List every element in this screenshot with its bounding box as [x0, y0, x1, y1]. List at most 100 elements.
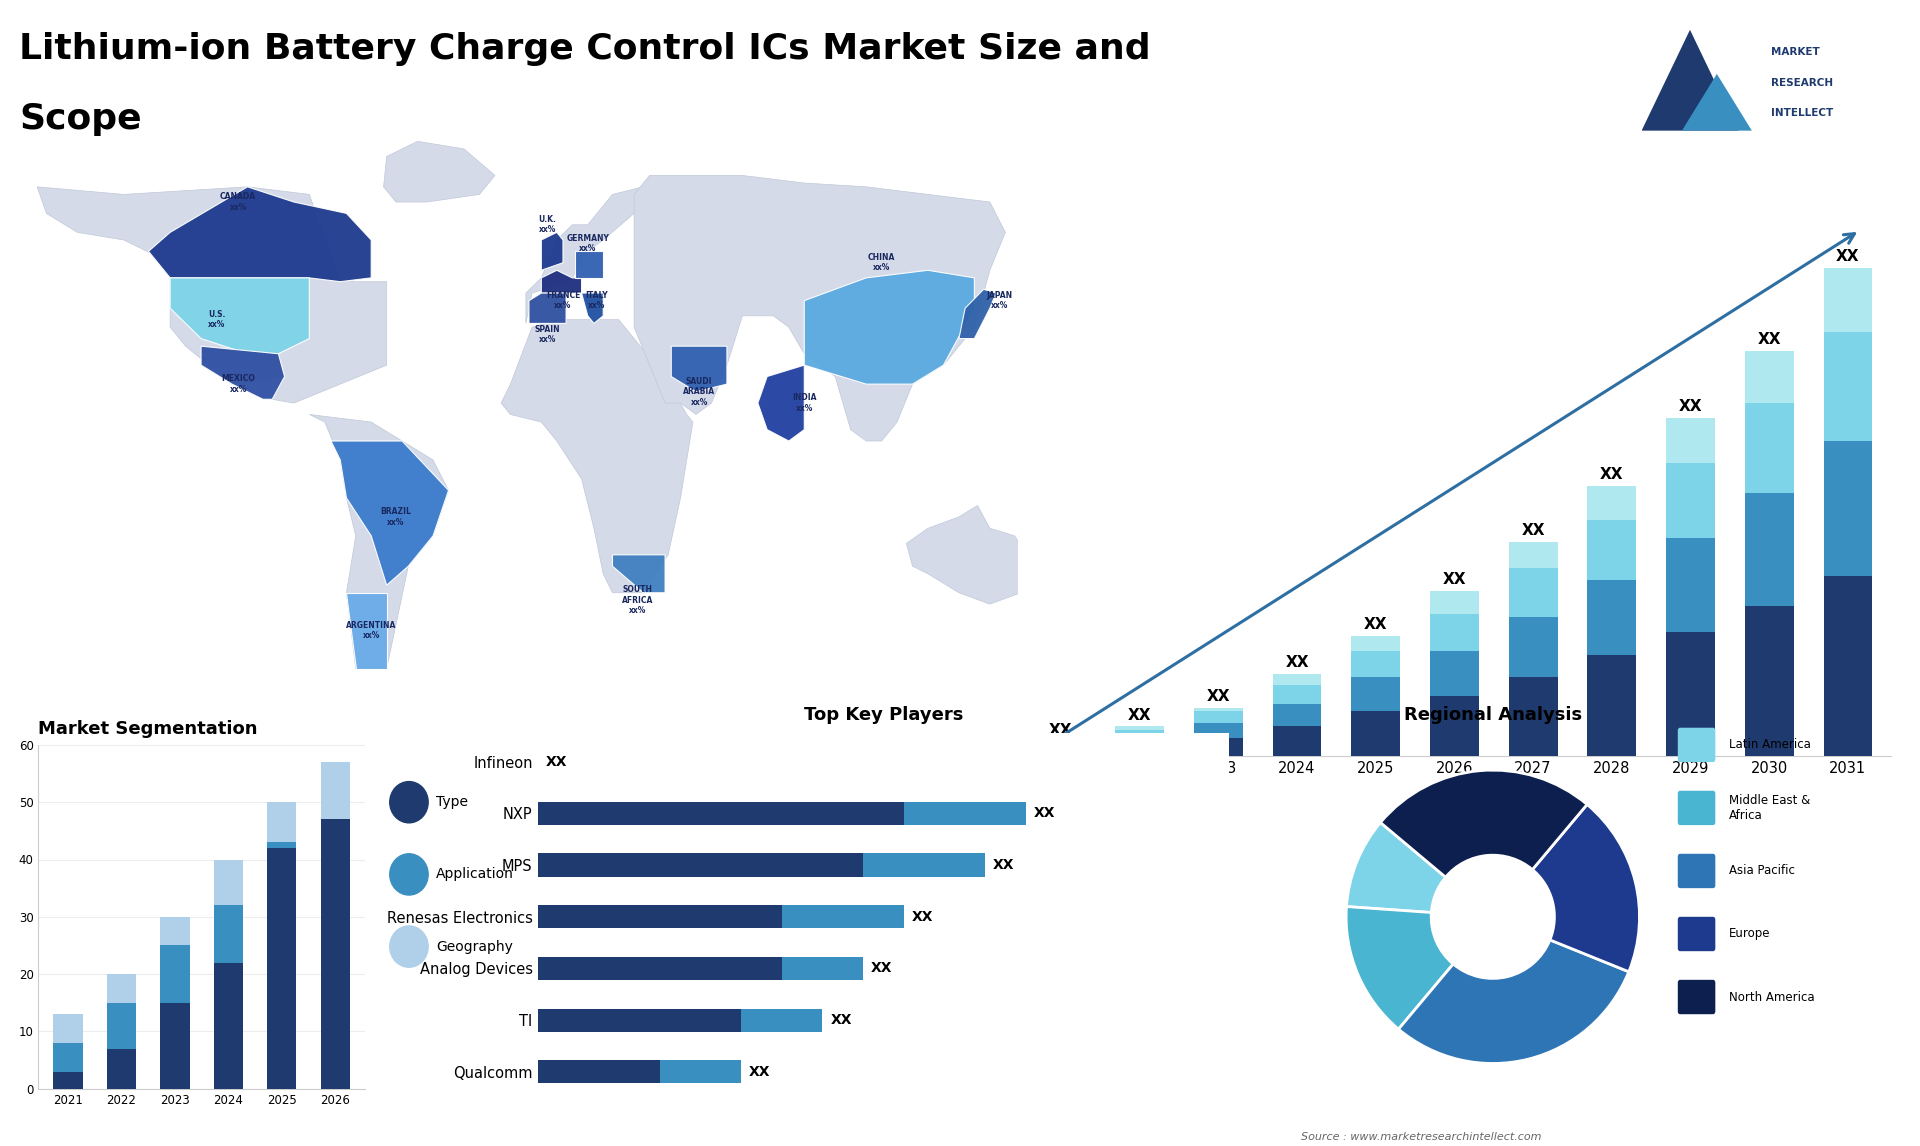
Text: SOUTH
AFRICA
xx%: SOUTH AFRICA xx% — [622, 586, 653, 615]
Polygon shape — [576, 251, 603, 277]
Bar — [1037, 745, 1085, 748]
Bar — [1273, 704, 1321, 727]
Bar — [159, 945, 190, 1003]
Polygon shape — [330, 441, 449, 586]
Bar — [1667, 418, 1715, 463]
Bar — [1352, 651, 1400, 677]
Text: MEXICO
xx%: MEXICO xx% — [221, 375, 255, 394]
Polygon shape — [501, 320, 693, 592]
Bar — [1667, 539, 1715, 633]
Text: Latin America: Latin America — [1728, 738, 1811, 752]
Bar — [1430, 613, 1478, 651]
Text: FRANCE
xx%: FRANCE xx% — [545, 291, 580, 311]
Polygon shape — [906, 505, 1027, 604]
Bar — [1824, 576, 1872, 756]
Text: Lithium-ion Battery Charge Control ICs Market Size and: Lithium-ion Battery Charge Control ICs M… — [19, 32, 1150, 66]
Bar — [108, 1003, 136, 1049]
Bar — [1509, 542, 1557, 568]
Text: XX: XX — [829, 1013, 852, 1027]
Text: XX: XX — [1599, 468, 1624, 482]
Text: XX: XX — [1127, 707, 1152, 722]
Text: U.K.
xx%: U.K. xx% — [540, 215, 557, 235]
Text: XX: XX — [1442, 572, 1467, 587]
Polygon shape — [528, 293, 566, 323]
Text: XX: XX — [1757, 332, 1782, 347]
FancyBboxPatch shape — [1678, 980, 1715, 1014]
Text: MARKET: MARKET — [1770, 47, 1820, 57]
Polygon shape — [612, 555, 664, 592]
FancyBboxPatch shape — [1678, 791, 1715, 825]
Bar — [267, 802, 296, 842]
FancyBboxPatch shape — [1678, 917, 1715, 951]
Text: XX: XX — [1048, 723, 1073, 738]
Polygon shape — [309, 415, 449, 668]
Bar — [1509, 568, 1557, 618]
Text: XX: XX — [545, 755, 566, 769]
Polygon shape — [758, 366, 804, 441]
Polygon shape — [526, 187, 649, 323]
Bar — [1588, 519, 1636, 580]
Text: Source : www.marketresearchintellect.com: Source : www.marketresearchintellect.com — [1300, 1132, 1542, 1143]
Text: XX: XX — [1521, 524, 1546, 539]
Text: XX: XX — [912, 910, 933, 924]
Bar — [1430, 697, 1478, 756]
Text: U.S.
xx%: U.S. xx% — [207, 309, 225, 329]
Bar — [538, 957, 781, 980]
Bar — [1509, 677, 1557, 756]
Text: GERMANY
xx%: GERMANY xx% — [566, 234, 609, 253]
Polygon shape — [1642, 30, 1738, 131]
Bar — [904, 802, 1025, 825]
Bar — [1352, 712, 1400, 756]
Text: Geography: Geography — [436, 940, 513, 953]
Bar — [1116, 745, 1164, 756]
Bar — [1273, 727, 1321, 756]
Text: XX: XX — [1206, 689, 1231, 704]
Text: CANADA
xx%: CANADA xx% — [221, 193, 255, 212]
Bar — [1194, 738, 1242, 756]
Bar — [781, 957, 862, 980]
Bar — [1588, 580, 1636, 654]
Polygon shape — [148, 187, 371, 282]
Text: SPAIN
xx%: SPAIN xx% — [534, 325, 561, 345]
Circle shape — [1430, 855, 1555, 979]
Polygon shape — [1682, 73, 1751, 131]
Bar — [1037, 748, 1085, 756]
Text: North America: North America — [1728, 990, 1814, 1004]
Bar — [741, 1008, 822, 1031]
Bar — [108, 1049, 136, 1089]
Polygon shape — [672, 346, 728, 392]
Bar — [1824, 268, 1872, 332]
Bar — [1194, 722, 1242, 738]
Bar — [159, 1003, 190, 1089]
Bar — [1824, 441, 1872, 576]
Polygon shape — [541, 233, 563, 270]
Bar — [321, 819, 349, 1089]
Polygon shape — [804, 270, 973, 384]
Text: ITALY
xx%: ITALY xx% — [586, 291, 609, 311]
Text: XX: XX — [1363, 618, 1388, 633]
Polygon shape — [202, 346, 284, 399]
Circle shape — [390, 782, 428, 823]
Bar — [213, 860, 244, 905]
Bar — [1194, 707, 1242, 712]
Bar — [538, 1060, 660, 1083]
Bar — [538, 854, 862, 877]
Bar — [660, 1060, 741, 1083]
Circle shape — [390, 926, 428, 967]
Text: SAUDI
ARABIA
xx%: SAUDI ARABIA xx% — [684, 377, 714, 407]
Text: BRAZIL
xx%: BRAZIL xx% — [380, 508, 411, 526]
Bar — [1352, 636, 1400, 651]
Text: Type: Type — [436, 795, 468, 809]
Bar — [54, 1043, 83, 1072]
Bar — [538, 905, 781, 928]
Bar — [1588, 654, 1636, 756]
Title: Top Key Players: Top Key Players — [803, 706, 964, 723]
Bar — [1352, 677, 1400, 712]
Bar — [862, 854, 985, 877]
Bar — [1745, 351, 1793, 403]
Bar — [267, 842, 296, 848]
FancyBboxPatch shape — [1678, 854, 1715, 888]
Text: XX: XX — [1033, 807, 1056, 821]
Polygon shape — [384, 141, 495, 202]
Title: Regional Analysis: Regional Analysis — [1404, 706, 1582, 723]
